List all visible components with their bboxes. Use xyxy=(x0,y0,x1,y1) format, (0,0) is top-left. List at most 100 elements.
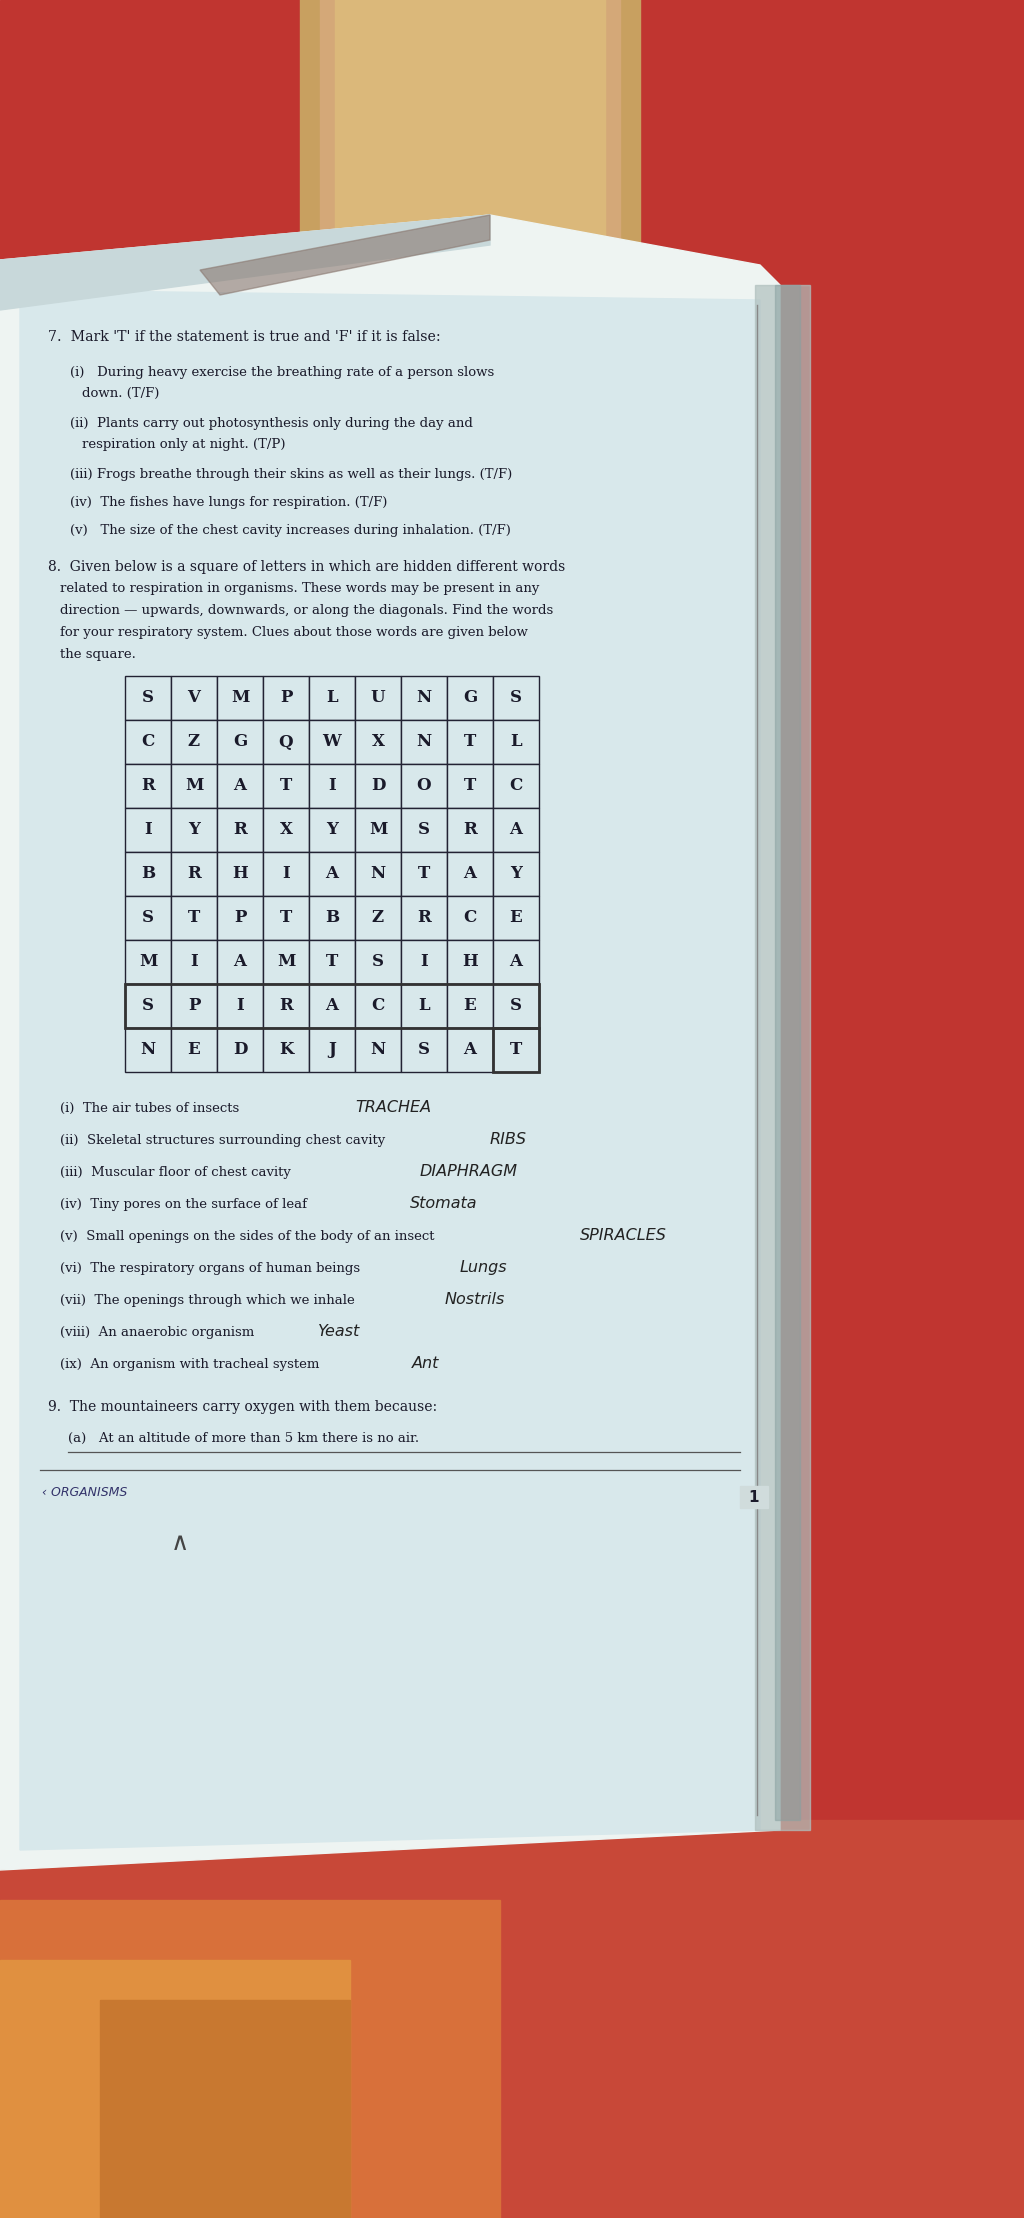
Text: P: P xyxy=(233,909,246,927)
Bar xyxy=(355,896,401,940)
Text: A: A xyxy=(510,821,522,838)
Text: C: C xyxy=(464,909,476,927)
Bar xyxy=(217,852,263,896)
Text: (vii)  The openings through which we inhale: (vii) The openings through which we inha… xyxy=(60,1293,354,1306)
Text: Z: Z xyxy=(372,909,384,927)
Text: L: L xyxy=(418,998,430,1014)
Text: SPIRACLES: SPIRACLES xyxy=(580,1229,667,1242)
Bar xyxy=(217,896,263,940)
Bar xyxy=(263,985,309,1027)
Bar xyxy=(355,763,401,807)
Bar xyxy=(171,763,217,807)
Bar xyxy=(493,1027,539,1071)
Text: (iv)  Tiny pores on the surface of leaf: (iv) Tiny pores on the surface of leaf xyxy=(60,1198,307,1211)
Bar xyxy=(125,985,539,1027)
Text: S: S xyxy=(142,909,154,927)
Text: S: S xyxy=(142,998,154,1014)
Bar xyxy=(401,807,447,852)
Text: I: I xyxy=(283,865,290,883)
Bar xyxy=(309,985,355,1027)
Text: (viii)  An anaerobic organism: (viii) An anaerobic organism xyxy=(60,1326,254,1340)
Bar xyxy=(309,763,355,807)
Bar xyxy=(755,284,810,1830)
Text: 8.  Given below is a square of letters in which are hidden different words: 8. Given below is a square of letters in… xyxy=(48,559,565,574)
Bar xyxy=(171,896,217,940)
Bar xyxy=(125,721,171,763)
Text: I: I xyxy=(237,998,244,1014)
Bar xyxy=(171,852,217,896)
Bar xyxy=(447,721,493,763)
Bar xyxy=(171,985,217,1027)
Text: M: M xyxy=(369,821,387,838)
Text: direction — upwards, downwards, or along the diagonals. Find the words: direction — upwards, downwards, or along… xyxy=(60,603,553,617)
Bar xyxy=(217,985,263,1027)
Text: W: W xyxy=(323,734,341,750)
Text: D: D xyxy=(232,1042,247,1058)
Polygon shape xyxy=(0,215,490,311)
Text: B: B xyxy=(141,865,155,883)
Text: Y: Y xyxy=(188,821,200,838)
Bar xyxy=(740,1486,768,1508)
Bar xyxy=(125,896,171,940)
Text: T: T xyxy=(464,779,476,794)
Text: A: A xyxy=(233,954,247,971)
Bar xyxy=(125,852,171,896)
Text: U: U xyxy=(371,690,385,708)
Bar xyxy=(309,852,355,896)
Bar xyxy=(401,721,447,763)
Bar xyxy=(493,940,539,985)
Bar xyxy=(401,985,447,1027)
Text: R: R xyxy=(141,779,155,794)
Bar xyxy=(217,807,263,852)
Polygon shape xyxy=(20,291,760,1850)
Text: RIBS: RIBS xyxy=(490,1131,527,1147)
Text: R: R xyxy=(280,998,293,1014)
Bar xyxy=(355,676,401,721)
Bar xyxy=(263,807,309,852)
Bar xyxy=(217,1027,263,1071)
Text: E: E xyxy=(510,909,522,927)
Text: T: T xyxy=(510,1042,522,1058)
Bar xyxy=(125,940,171,985)
Bar xyxy=(447,807,493,852)
Text: H: H xyxy=(232,865,248,883)
Text: E: E xyxy=(464,998,476,1014)
Text: C: C xyxy=(509,779,522,794)
Text: A: A xyxy=(326,865,339,883)
Text: (v)   The size of the chest cavity increases during inhalation. (T/F): (v) The size of the chest cavity increas… xyxy=(70,523,511,537)
Bar xyxy=(447,1027,493,1071)
Text: ∧: ∧ xyxy=(171,1530,189,1555)
Bar xyxy=(355,807,401,852)
Text: TRACHEA: TRACHEA xyxy=(355,1100,431,1116)
Bar xyxy=(355,940,401,985)
Text: (iii)  Muscular floor of chest cavity: (iii) Muscular floor of chest cavity xyxy=(60,1167,291,1180)
Text: S: S xyxy=(142,690,154,708)
Bar xyxy=(125,676,171,721)
Text: H: H xyxy=(462,954,478,971)
Text: C: C xyxy=(141,734,155,750)
Bar xyxy=(309,807,355,852)
Text: T: T xyxy=(187,909,200,927)
Text: respiration only at night. (T/P): respiration only at night. (T/P) xyxy=(82,437,286,450)
Bar xyxy=(775,284,800,1821)
Text: T: T xyxy=(464,734,476,750)
Text: (iii) Frogs breathe through their skins as well as their lungs. (T/F): (iii) Frogs breathe through their skins … xyxy=(70,468,512,481)
Bar xyxy=(401,852,447,896)
Text: P: P xyxy=(280,690,292,708)
Bar xyxy=(263,763,309,807)
Text: ‹ ORGANISMS: ‹ ORGANISMS xyxy=(42,1486,127,1499)
Bar xyxy=(0,1821,1024,2218)
Text: N: N xyxy=(140,1042,156,1058)
Bar xyxy=(493,676,539,721)
Bar xyxy=(263,676,309,721)
Bar xyxy=(263,1027,309,1071)
Text: Yeast: Yeast xyxy=(318,1324,360,1340)
Text: M: M xyxy=(230,690,249,708)
Text: S: S xyxy=(510,690,522,708)
Text: the square.: the square. xyxy=(60,648,136,661)
Text: C: C xyxy=(372,998,385,1014)
Bar xyxy=(125,763,171,807)
Bar xyxy=(171,721,217,763)
Text: N: N xyxy=(371,865,386,883)
Text: J: J xyxy=(328,1042,336,1058)
